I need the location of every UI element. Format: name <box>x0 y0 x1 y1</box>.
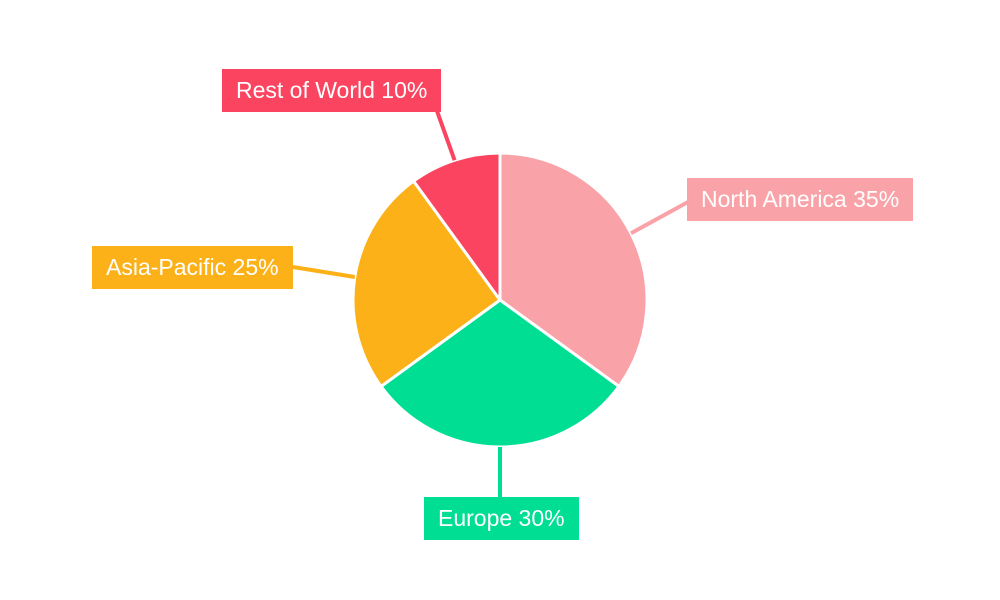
pie-label-north-america: North America 35% <box>687 178 914 221</box>
leader-line-rest-of-world <box>435 110 457 161</box>
leader-line-north-america <box>630 200 689 236</box>
pie-label-asia-pacific: Asia-Pacific 25% <box>92 246 293 289</box>
pie-label-rest-of-world: Rest of World 10% <box>222 69 442 112</box>
leader-line-asia-pacific <box>292 265 356 279</box>
pie-slice-rest-of-world[interactable] <box>412 151 502 302</box>
pie-slice-north-america[interactable] <box>498 151 649 388</box>
pie-label-europe: Europe 30% <box>424 497 579 540</box>
pie-slice-asia-pacific[interactable] <box>351 179 502 388</box>
